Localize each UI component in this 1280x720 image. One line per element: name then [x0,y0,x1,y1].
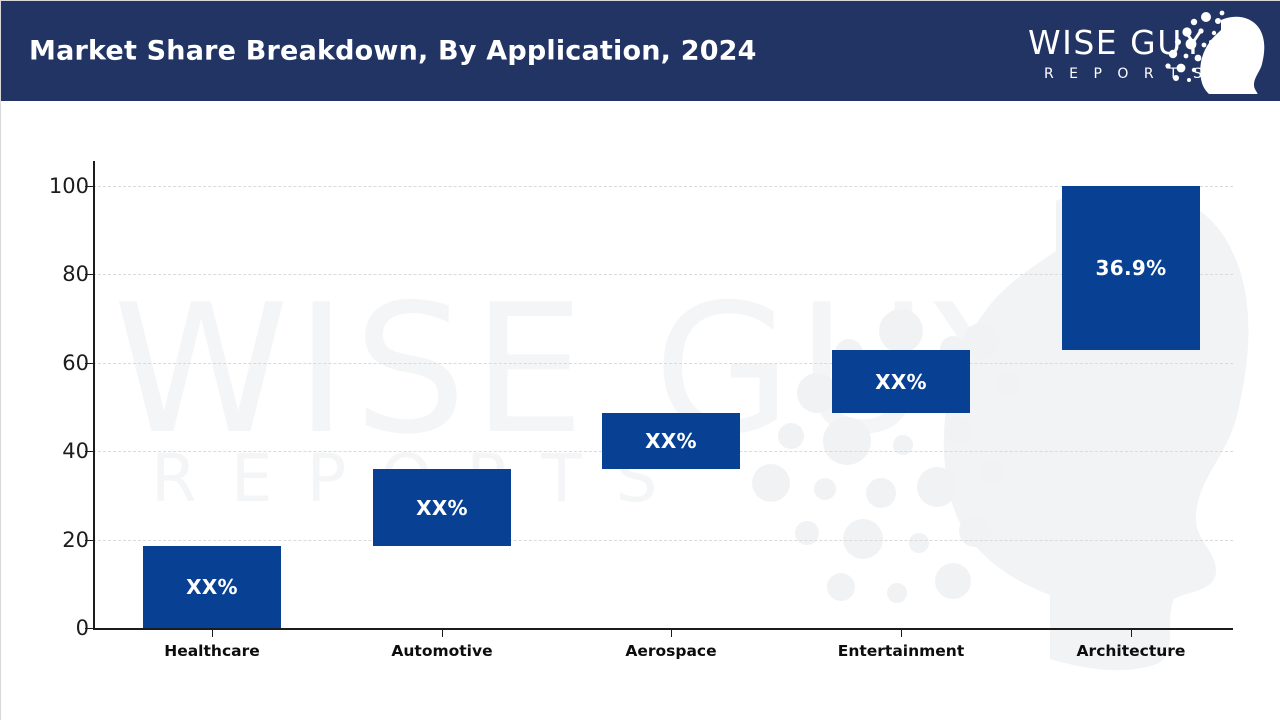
chart-header-bar: Market Share Breakdown, By Application, … [1,1,1280,101]
gridline-20 [93,540,1233,541]
bar-label-automotive: XX% [416,495,468,520]
x-tick-mark-architecture [1131,628,1132,637]
bar-label-architecture: 36.9% [1095,256,1167,280]
x-tick-mark-entertainment [901,628,902,637]
bar-automotive[interactable]: XX% [373,469,511,546]
y-tick-label-40: 40 [62,439,89,463]
x-tick-mark-automotive [442,628,443,637]
y-tick-mark-0 [85,628,94,629]
y-axis-line [93,161,95,628]
bar-label-entertainment: XX% [875,369,927,394]
bar-architecture[interactable]: 36.9% [1062,186,1200,350]
y-tick-mark-20 [85,540,94,541]
x-tick-label-architecture: Architecture [1076,642,1186,660]
y-tick-mark-100 [85,186,94,187]
gridline-100 [93,186,1233,187]
y-tick-label-60: 60 [62,351,89,375]
x-tick-mark-healthcare [212,628,213,637]
y-tick-mark-60 [85,363,94,364]
x-tick-label-aerospace: Aerospace [625,642,717,660]
gridline-80 [93,274,1233,275]
bar-aerospace[interactable]: XX% [602,413,740,469]
bar-label-aerospace: XX% [645,429,697,453]
bar-healthcare[interactable]: XX% [143,546,281,628]
x-tick-label-entertainment: Entertainment [837,642,965,660]
gridline-60 [93,363,1233,364]
y-tick-label-20: 20 [62,528,89,552]
y-tick-mark-40 [85,451,94,452]
logo-secondary-text: R E P O R T S [1044,66,1207,82]
y-tick-label-0: 0 [75,616,89,640]
logo-dot-cluster [1165,10,1225,82]
x-tick-label-healthcare: Healthcare [164,642,260,660]
bar-label-healthcare: XX% [186,575,238,599]
x-tick-mark-aerospace [671,628,672,637]
logo-head-silhouette [1200,16,1265,94]
page-title: Market Share Breakdown, By Application, … [29,35,757,67]
y-tick-label-80: 80 [62,262,89,286]
y-tick-label-100: 100 [48,174,89,198]
y-tick-mark-80 [85,274,94,275]
axis-zero-line [93,628,1233,630]
bar-entertainment[interactable]: XX% [832,350,970,413]
wise-guy-reports-logo: WISE GUY R E P O R T S [1028,10,1265,94]
x-tick-label-automotive: Automotive [391,642,493,660]
